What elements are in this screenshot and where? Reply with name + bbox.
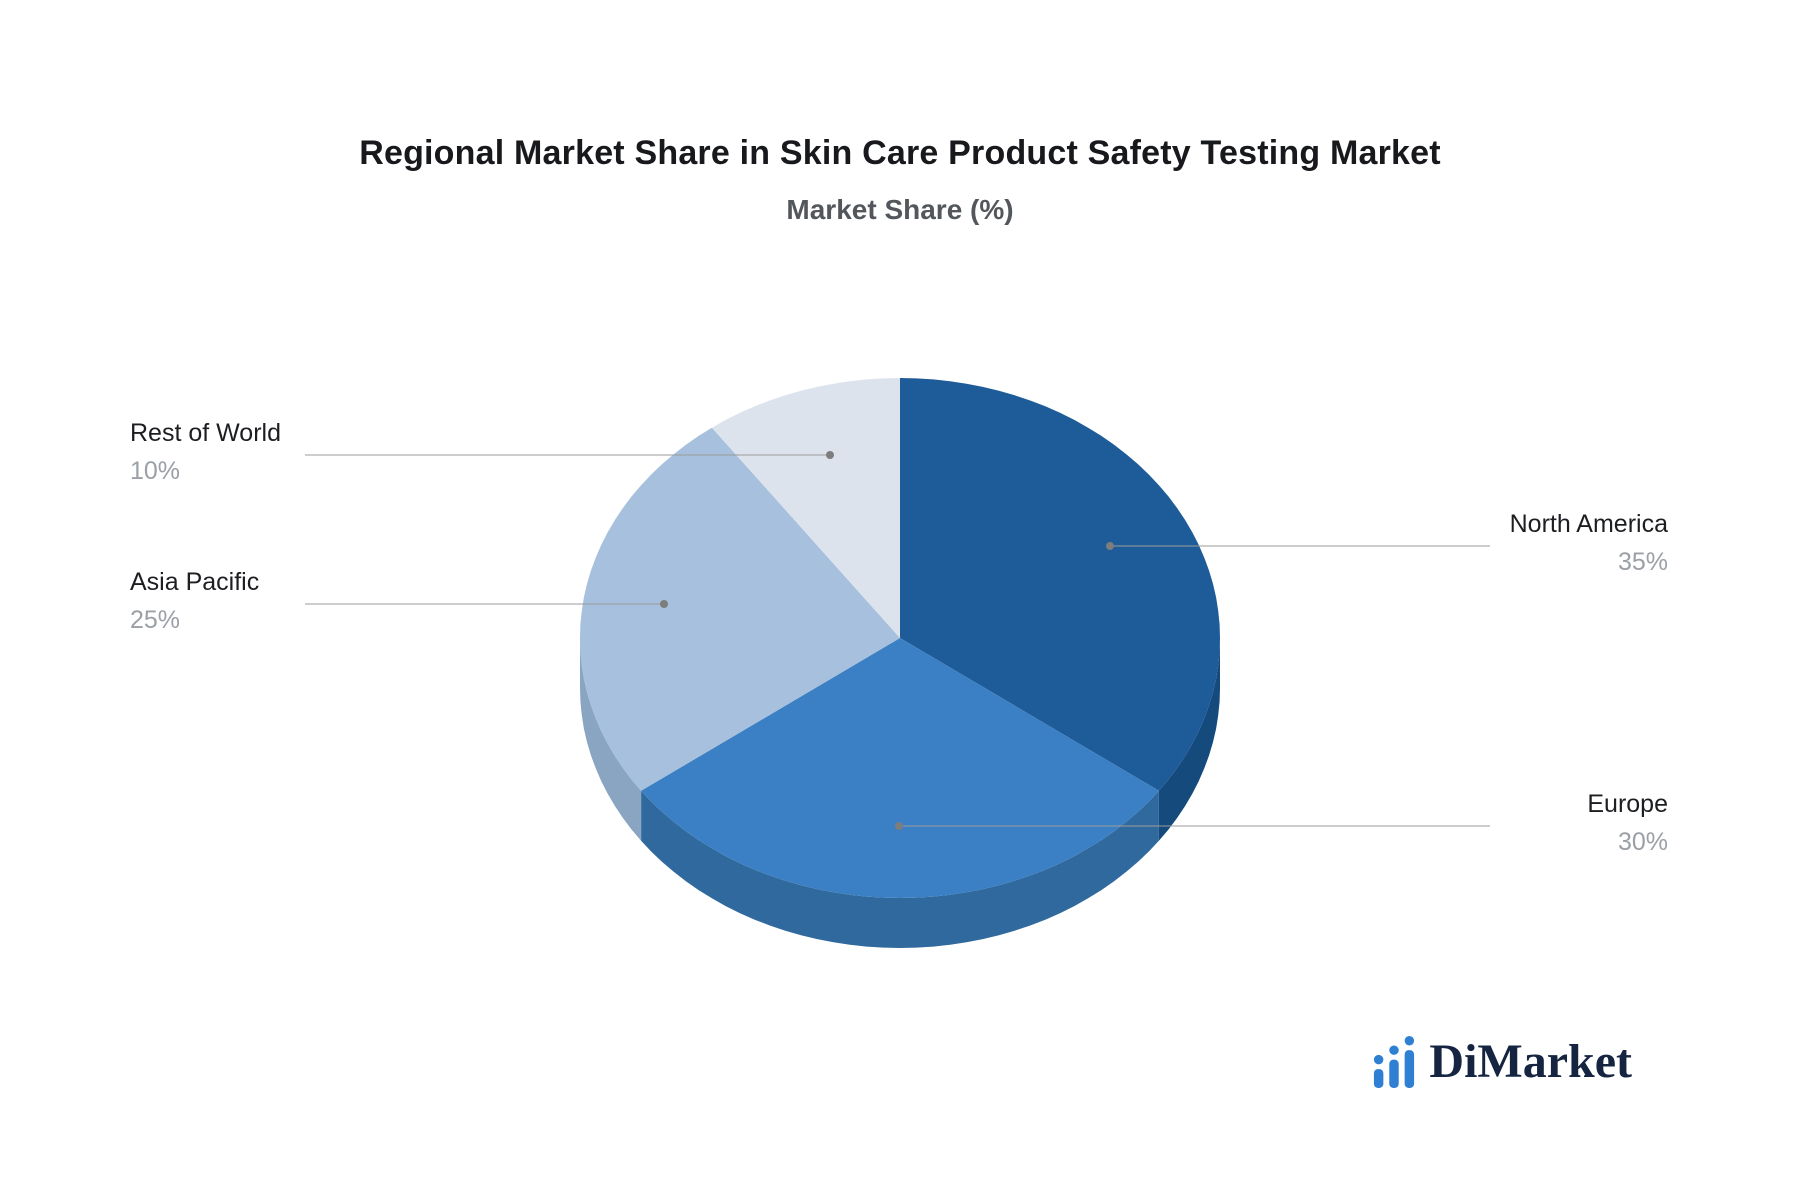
pie-slice-side (1158, 638, 1220, 841)
callout-asia-pacific: Asia Pacific 25% (130, 567, 259, 635)
dimarket-logo-icon (1374, 1036, 1415, 1088)
callout-rest-of-world-value: 10% (130, 457, 181, 485)
callout-europe-value: 30% (1617, 828, 1668, 856)
leader-dot (660, 600, 668, 608)
pie-slice-side (641, 790, 1159, 948)
callout-europe-label: Europe (1587, 790, 1668, 818)
callout-north-america-value: 35% (1617, 548, 1668, 576)
callout-rest-of-world: Rest of World 10% (130, 418, 281, 486)
callout-rest-of-world-label: Rest of World (130, 419, 281, 447)
chart-subtitle: Market Share (%) (786, 194, 1014, 225)
dimarket-logo: DiMarket (1373, 1036, 1632, 1088)
chart-title: Regional Market Share in Skin Care Produ… (359, 134, 1441, 172)
callout-north-america: North America 35% (1510, 509, 1668, 577)
callout-asia-pacific-value: 25% (130, 606, 181, 634)
pie-slice-asia-pacific[interactable] (580, 427, 900, 791)
callout-europe: Europe 30% (1587, 789, 1668, 857)
pie-slice-north-america[interactable] (900, 378, 1220, 791)
leader-dot (1106, 542, 1114, 550)
dimarket-logo-text: DiMarket (1429, 1035, 1632, 1088)
pie-slice-side (580, 638, 642, 841)
callout-north-america-label: North America (1509, 510, 1668, 538)
leader-dot (826, 451, 834, 459)
leader-dot (895, 822, 903, 830)
pie-slice-europe[interactable] (641, 638, 1159, 898)
pie-slice-rest-of-world[interactable] (711, 378, 900, 638)
callout-asia-pacific-label: Asia Pacific (130, 568, 260, 596)
